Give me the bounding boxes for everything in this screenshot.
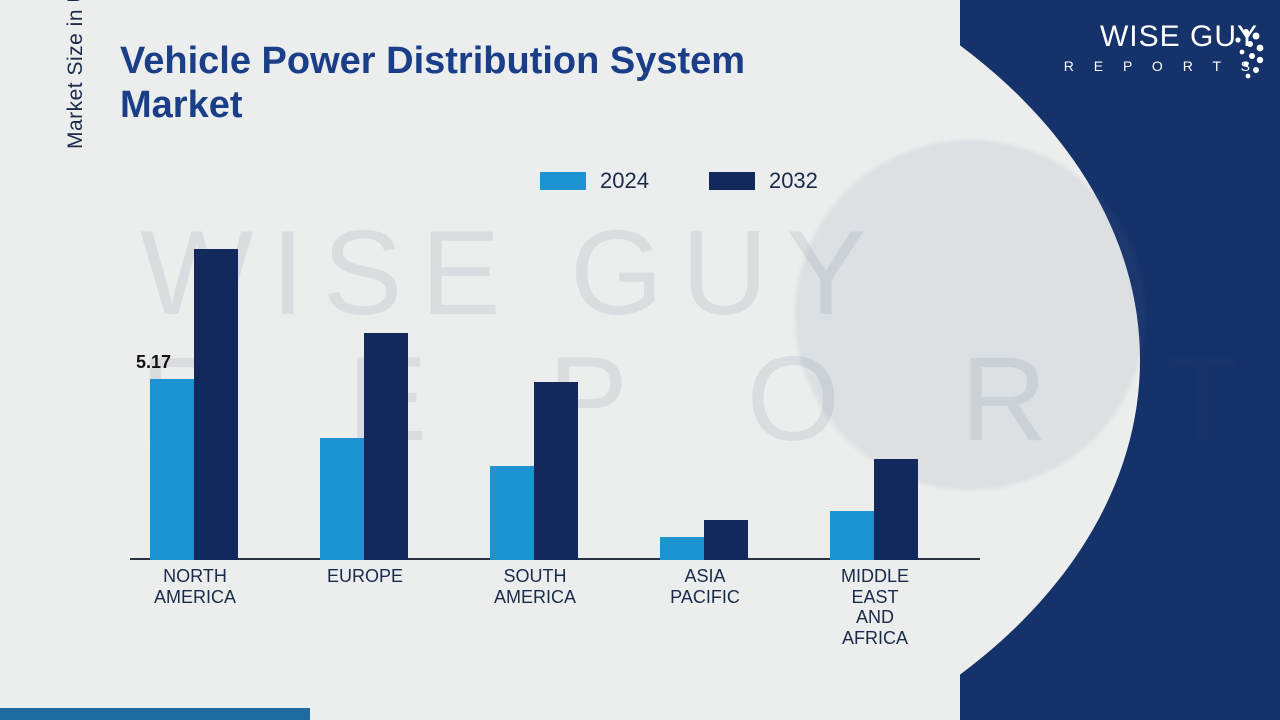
bar-2024	[830, 511, 874, 560]
stage: WISE GUY R E P O R T S Vehicle Power Dis…	[0, 0, 1280, 720]
bar-2032	[874, 459, 918, 561]
bar-chart: Market Size in USD Billion 2024 2032 5.1…	[60, 160, 1000, 700]
legend: 2024 2032	[540, 168, 818, 194]
category-labels: NORTH AMERICAEUROPESOUTH AMERICAASIA PAC…	[130, 566, 980, 696]
legend-swatch-2024	[540, 172, 586, 190]
bar-2032	[534, 382, 578, 561]
bar-2024	[320, 438, 364, 561]
y-axis-label: Market Size in USD Billion	[64, 0, 88, 220]
chart-title: Vehicle Power Distribution System Market	[120, 40, 840, 127]
category-label: MIDDLE EAST AND AFRICA	[800, 566, 950, 649]
logo-dots-icon	[1216, 26, 1264, 82]
bottom-accent-strip	[0, 708, 310, 720]
plot-area: 5.17	[130, 210, 980, 560]
bar-2024	[150, 379, 194, 560]
bar-value-label: 5.17	[136, 352, 171, 373]
category-label: EUROPE	[290, 566, 440, 587]
category-label: NORTH AMERICA	[120, 566, 270, 607]
legend-item-2032: 2032	[709, 168, 818, 194]
legend-item-2024: 2024	[540, 168, 649, 194]
brand-logo: WISE GUY R E P O R T S	[1064, 20, 1258, 74]
bar-2032	[194, 249, 238, 561]
bar-2032	[704, 520, 748, 560]
category-label: ASIA PACIFIC	[630, 566, 780, 607]
legend-swatch-2032	[709, 172, 755, 190]
legend-label-2024: 2024	[600, 168, 649, 194]
legend-label-2032: 2032	[769, 168, 818, 194]
bar-2024	[660, 537, 704, 560]
category-label: SOUTH AMERICA	[460, 566, 610, 607]
bar-2024	[490, 466, 534, 561]
bar-2032	[364, 333, 408, 561]
